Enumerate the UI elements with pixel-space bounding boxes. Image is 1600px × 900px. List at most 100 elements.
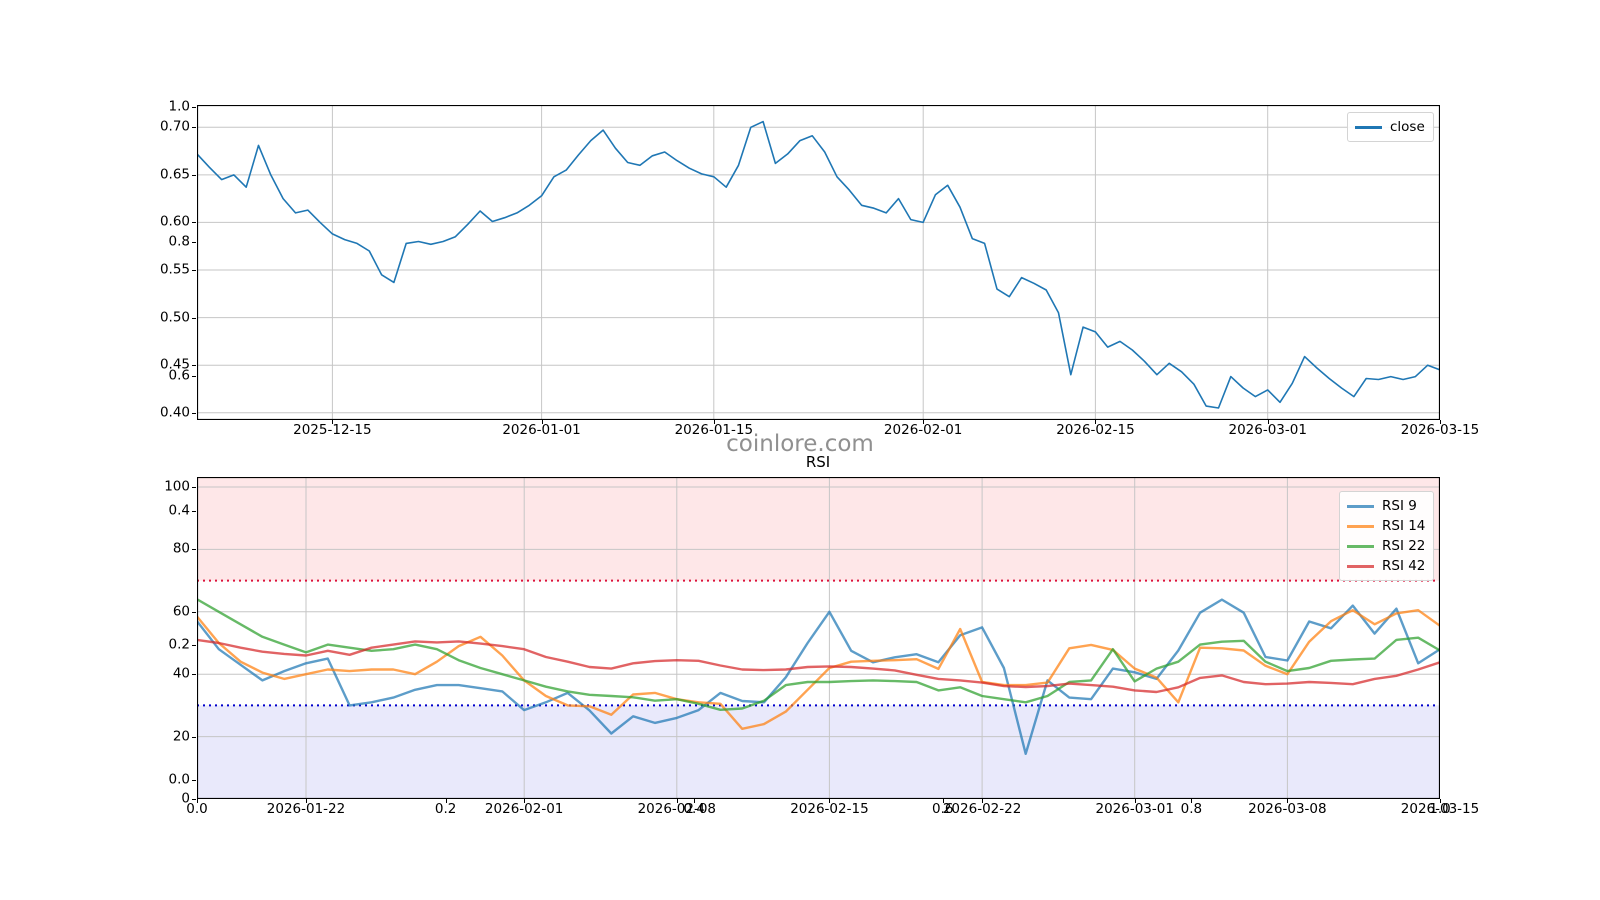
ghost-y-tick-label: 0.4 (168, 501, 190, 518)
legend-label: RSI 9 (1382, 498, 1417, 514)
ghost-y-tick-mark (192, 645, 196, 646)
x-tick-label: 2026-03-15 (1400, 422, 1480, 438)
ghost-x-tick-label: 1.0 (1429, 801, 1451, 817)
series-rsi-22 (197, 598, 1440, 712)
y-tick-mark (192, 270, 196, 272)
ghost-y-tick-label: 1.0 (168, 98, 190, 115)
x-tick-mark (829, 799, 831, 803)
x-tick-mark (982, 799, 984, 803)
series-close (197, 120, 1440, 409)
y-tick-label: 80 (172, 540, 190, 557)
legend-line-sample (1347, 524, 1374, 528)
y-tick-label: 100 (164, 478, 190, 495)
ghost-y-tick-label: 0.6 (168, 367, 190, 384)
x-tick-mark (923, 420, 925, 424)
x-tick-mark (1440, 420, 1441, 424)
legend-line-sample (1347, 544, 1374, 548)
rsi-chart-title: RSI (805, 453, 831, 471)
y-tick-mark (192, 549, 196, 551)
y-tick-label: 0.50 (159, 308, 190, 325)
ghost-x-tick-mark (197, 799, 198, 803)
x-tick-label: 2026-03-01 (1095, 801, 1174, 817)
x-tick-mark (1267, 420, 1269, 424)
ghost-y-tick-label: 0.8 (168, 232, 190, 249)
plot-frame (197, 477, 1440, 799)
y-tick-mark (192, 127, 196, 129)
ghost-x-tick-mark (1440, 799, 1441, 803)
legend-label: close (1390, 119, 1425, 135)
y-tick-mark (192, 799, 196, 800)
ghost-y-tick-mark (192, 241, 196, 243)
y-tick-label: 0.70 (159, 118, 190, 135)
overbought-band (197, 477, 1440, 581)
ghost-x-tick-label: 0.4 (683, 801, 705, 817)
price-legend: close (1347, 112, 1434, 142)
x-tick-mark (713, 420, 715, 424)
y-tick-label: 0.45 (159, 356, 190, 373)
y-tick-mark (192, 412, 196, 414)
ghost-x-tick-mark (694, 799, 696, 803)
watermark: coinlore.com (726, 431, 874, 457)
x-tick-mark (541, 420, 543, 424)
series-rsi-9 (197, 598, 1440, 755)
ghost-x-tick-label: 0.0 (186, 801, 208, 817)
x-tick-label: 2026-01-01 (502, 422, 581, 438)
legend-label: RSI 42 (1382, 558, 1426, 574)
x-tick-label: 2026-02-15 (790, 801, 869, 817)
x-tick-mark (306, 799, 307, 803)
plot-frame (197, 105, 1440, 420)
legend-entry-rsi-22: RSI 22 (1347, 536, 1425, 556)
rsi-chart-svg (197, 477, 1440, 799)
x-tick-label: 2026-01-15 (674, 422, 754, 438)
legend-entry-rsi-14: RSI 14 (1347, 516, 1425, 536)
ghost-x-tick-mark (942, 799, 944, 803)
ghost-y-tick-mark (192, 107, 196, 108)
x-tick-mark (1134, 799, 1136, 803)
x-tick-label: 2026-03-15 (1400, 801, 1480, 817)
x-tick-mark (524, 799, 526, 803)
y-tick-label: 0.65 (159, 166, 190, 183)
y-tick-label: 20 (172, 727, 190, 744)
x-tick-label: 2025-12-15 (293, 422, 372, 438)
y-tick-mark (192, 674, 196, 676)
ghost-y-tick-mark (192, 779, 196, 781)
oversold-band (197, 705, 1440, 799)
y-tick-label: 0.55 (159, 261, 190, 278)
price-chart-plot (197, 105, 1440, 420)
ghost-y-tick-mark (192, 510, 196, 512)
gridlines (197, 477, 1440, 799)
ghost-x-tick-mark (445, 799, 447, 803)
series-rsi-14 (197, 608, 1440, 731)
legend-line-sample (1347, 564, 1374, 568)
legend-label: RSI 22 (1382, 538, 1426, 554)
legend-label: RSI 14 (1382, 518, 1426, 534)
y-tick-mark (192, 611, 196, 613)
x-tick-label: 2026-01-22 (266, 801, 346, 817)
price-chart-svg (197, 105, 1440, 420)
x-tick-label: 2026-02-22 (942, 801, 1022, 817)
x-tick-mark (1095, 420, 1097, 424)
y-tick-mark (192, 222, 196, 224)
x-tick-mark (332, 420, 334, 424)
legend-line-sample (1355, 125, 1382, 129)
ghost-x-tick-label: 0.8 (1180, 801, 1203, 817)
x-tick-label: 2026-02-08 (637, 801, 717, 817)
y-tick-label: 40 (172, 665, 190, 682)
legend-line-sample (1347, 504, 1374, 508)
y-tick-label: 60 (172, 603, 190, 620)
y-tick-mark (192, 174, 196, 176)
y-tick-label: 0 (181, 790, 190, 807)
ghost-y-tick-label: 0.0 (168, 770, 190, 787)
legend-entry-rsi-9: RSI 9 (1347, 496, 1425, 516)
y-tick-mark (192, 365, 196, 367)
rsi-legend: RSI 9 RSI 14 RSI 22 RSI 42 (1339, 491, 1435, 581)
rsi-chart-plot (197, 477, 1440, 799)
y-tick-mark (192, 486, 196, 488)
ghost-y-tick-label: 0.2 (168, 636, 190, 653)
series-rsi-42 (197, 638, 1440, 694)
y-tick-mark (192, 317, 196, 319)
ghost-y-tick-mark (192, 376, 196, 377)
ghost-x-tick-mark (1191, 799, 1193, 803)
x-tick-label: 2026-02-01 (484, 801, 564, 817)
y-tick-label: 0.60 (159, 213, 190, 230)
